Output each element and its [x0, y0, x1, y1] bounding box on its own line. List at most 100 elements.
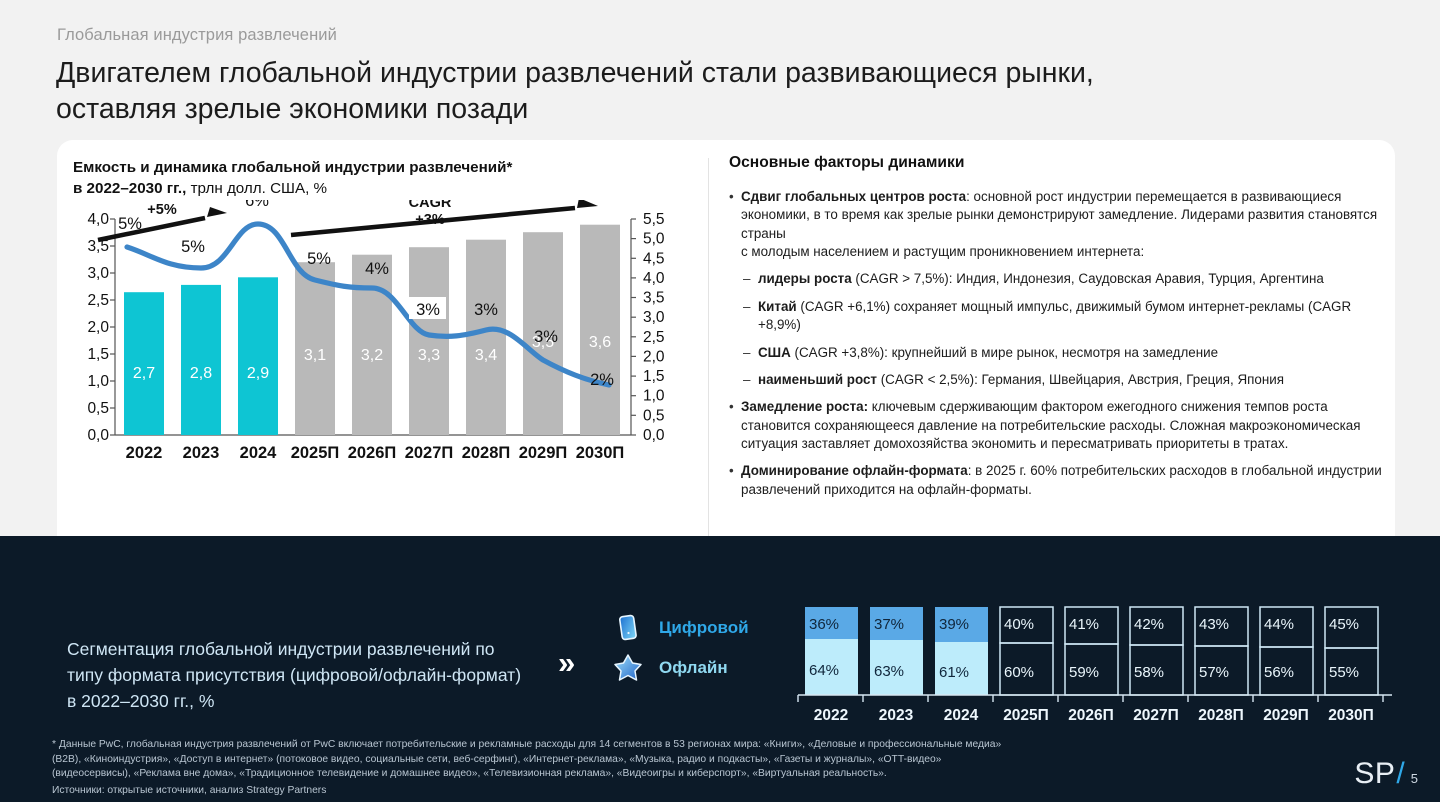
right-tick-5-5: 5,5 [643, 211, 665, 228]
pct-2030: 2% [590, 371, 614, 389]
segmentation-stacked-chart: 36% 64% 37% 63% 39% 61% 40% [795, 603, 1395, 728]
factor-1-rest: : основной рост индустрии перемещается в… [741, 189, 1378, 241]
left-tick-0-5: 0,5 [87, 400, 109, 417]
stack-xlabel-2029: 2029П [1263, 707, 1309, 724]
bar-value-labels: 2,7 2,8 2,9 3,1 3,2 3,3 3,4 3,5 3,6 [133, 334, 611, 382]
factors-panel: Основные факторы динамики • Сдвиг глобал… [729, 154, 1384, 508]
card-divider [708, 158, 709, 572]
chart-title-unit: трлн долл. США, % [186, 179, 328, 197]
stack-digital-2024: 39% [939, 616, 969, 633]
pct-2024: 6% [245, 200, 269, 210]
segmentation-title: Сегментация глобальной индустрии развлеч… [67, 639, 522, 711]
bullet-dot-icon: • [729, 189, 734, 204]
cagr-annotation-1: CAGR +5% [97, 200, 227, 243]
right-tick-1-0: 1,0 [643, 388, 665, 405]
stack-col-2025: 40% 60% [999, 606, 1054, 696]
stack-axis-ticks [797, 695, 1384, 702]
star-icon [613, 653, 643, 683]
xlabel-2024: 2024 [240, 444, 278, 462]
stack-digital-2023: 37% [874, 616, 904, 633]
bar-2028 [466, 239, 506, 435]
left-tick-4-0: 4,0 [87, 211, 109, 228]
logo-mark: SP [1354, 757, 1396, 790]
sub-1-rest: (CAGR > 7,5%): Индия, Индонезия, Саудовс… [851, 271, 1324, 287]
right-tick-5-0: 5,0 [643, 231, 665, 248]
stack-col-2030: 45% 55% [1324, 606, 1379, 696]
left-axis: 4,0 3,5 3,0 2,5 2,0 1,5 1,0 0,5 0,0 [87, 211, 109, 444]
factor-3-rest: : в 2025 г. 60% потребительских расходов… [741, 463, 1382, 497]
chart-plot-area: 4,0 3,5 3,0 2,5 2,0 1,5 1,0 0,5 0,0 [57, 200, 705, 530]
bars-historical [124, 277, 278, 435]
sub-2-rest: (CAGR +6,1%) сохраняет мощный импульс, д… [758, 298, 1352, 333]
pct-2026: 4% [365, 260, 389, 278]
stack-digital-2022: 36% [809, 616, 839, 633]
stack-offline-2027: 58% [1134, 664, 1164, 681]
stack-xlabel-2030: 2030П [1328, 707, 1374, 724]
stack-digital-2030: 45% [1329, 616, 1359, 633]
cagr2-arrowhead [577, 200, 598, 208]
xlabel-2025: 2025П [291, 444, 340, 462]
left-tick-3-0: 3,0 [87, 265, 109, 282]
cagr1-label: CAGR [141, 200, 184, 201]
factor-item-2: • Замедление роста: ключевым сдерживающи… [729, 398, 1384, 453]
bar-label-2026: 3,2 [361, 347, 383, 364]
xlabel-2028: 2028П [462, 444, 511, 462]
dash-icon: – [743, 298, 751, 314]
right-tick-2-0: 2,0 [643, 348, 665, 365]
sub-4-bold: наименьший рост [758, 371, 877, 387]
bar-2027 [409, 247, 449, 435]
factor-subitem-1-4: – наименьший рост (CAGR < 2,5%): Германи… [743, 371, 1384, 389]
cagr1-value: +5% [147, 202, 177, 218]
cagr1-arrow-line [97, 215, 206, 243]
segmentation-section [0, 536, 1440, 802]
stack-offline-2022: 64% [809, 662, 839, 679]
stack-col-2023: 37% 63% [870, 607, 923, 695]
footnote-line-3: (видеосервисы), «Реклама вне дома», «Тра… [52, 768, 887, 780]
bar-label-2022: 2,7 [133, 365, 155, 382]
stacked-chart-svg: 36% 64% 37% 63% 39% 61% 40% [797, 606, 1392, 724]
bullet-dot-icon: • [729, 399, 734, 415]
factor-item-1: • Сдвиг глобальных центров роста: основн… [729, 188, 1384, 261]
cagr-annotation-2: CAGR +3% [290, 200, 598, 238]
main-chart-svg: 4,0 3,5 3,0 2,5 2,0 1,5 1,0 0,5 0,0 [87, 200, 665, 462]
headline-line-2: оставляя зрелые экономики позади [56, 92, 529, 125]
stack-xlabel-2024: 2024 [944, 707, 979, 724]
stack-digital-2028: 43% [1199, 616, 1229, 633]
right-tick-0-0: 0,0 [643, 427, 665, 444]
factor-subitem-1-1: – лидеры роста (CAGR > 7,5%): Индия, Инд… [743, 270, 1384, 288]
stack-digital-2027: 42% [1134, 616, 1164, 633]
x-axis-labels: 2022 2023 2024 2025П 2026П 2027П 2028П 2… [126, 444, 625, 462]
stack-xlabel-2028: 2028П [1198, 707, 1244, 724]
chart-title-line2: в 2022–2030 гг., [73, 179, 187, 197]
bar-label-2028: 3,4 [475, 347, 497, 364]
cagr2-arrow-line [290, 205, 576, 238]
right-axis-ticks [631, 218, 636, 436]
bar-label-2029: 3,5 [532, 334, 554, 351]
stack-col-2028: 43% 57% [1194, 606, 1249, 696]
factor-1-rest2: с молодым населением и растущим проникно… [741, 244, 1145, 260]
page-title: Двигателем глобальной индустрии развлече… [56, 56, 1396, 128]
bar-2025 [295, 262, 335, 435]
sub-4-rest: (CAGR < 2,5%): Германия, Швейцария, Авст… [876, 371, 1284, 387]
legend-item-offline: Офлайн [613, 648, 803, 688]
footnote-line-1: * Данные PwC, глобальная индустрия развл… [52, 739, 1002, 750]
stack-offline-2025: 60% [1004, 664, 1034, 681]
chevron-double-right-icon: » [558, 645, 575, 680]
stack-offline-2023: 63% [874, 663, 904, 680]
sub-3-bold: США [758, 344, 791, 360]
stack-col-2022: 36% 64% [805, 607, 858, 695]
sub-1-bold: лидеры роста [758, 271, 852, 287]
bar-label-2027: 3,3 [418, 347, 440, 364]
stack-xlabel-2022: 2022 [814, 707, 848, 724]
right-tick-3-5: 3,5 [643, 290, 665, 307]
sub-3-rest: (CAGR +3,8%): крупнейший в мире рынок, н… [790, 344, 1219, 360]
line-percent-labels: 5% 5% 6% 5% 4% 3% 3% 3% 2% [118, 200, 614, 389]
stack-offline-2029: 56% [1264, 664, 1294, 681]
stack-offline-2028: 57% [1199, 664, 1229, 681]
stack-digital-2029: 44% [1264, 616, 1294, 633]
right-tick-2-5: 2,5 [643, 329, 665, 346]
segmentation-legend: Цифровой Офлайн [613, 608, 803, 688]
right-tick-3-0: 3,0 [643, 309, 665, 326]
headline-line-1: Двигателем глобальной индустрии развлече… [56, 57, 1094, 89]
dash-icon: – [743, 371, 751, 387]
